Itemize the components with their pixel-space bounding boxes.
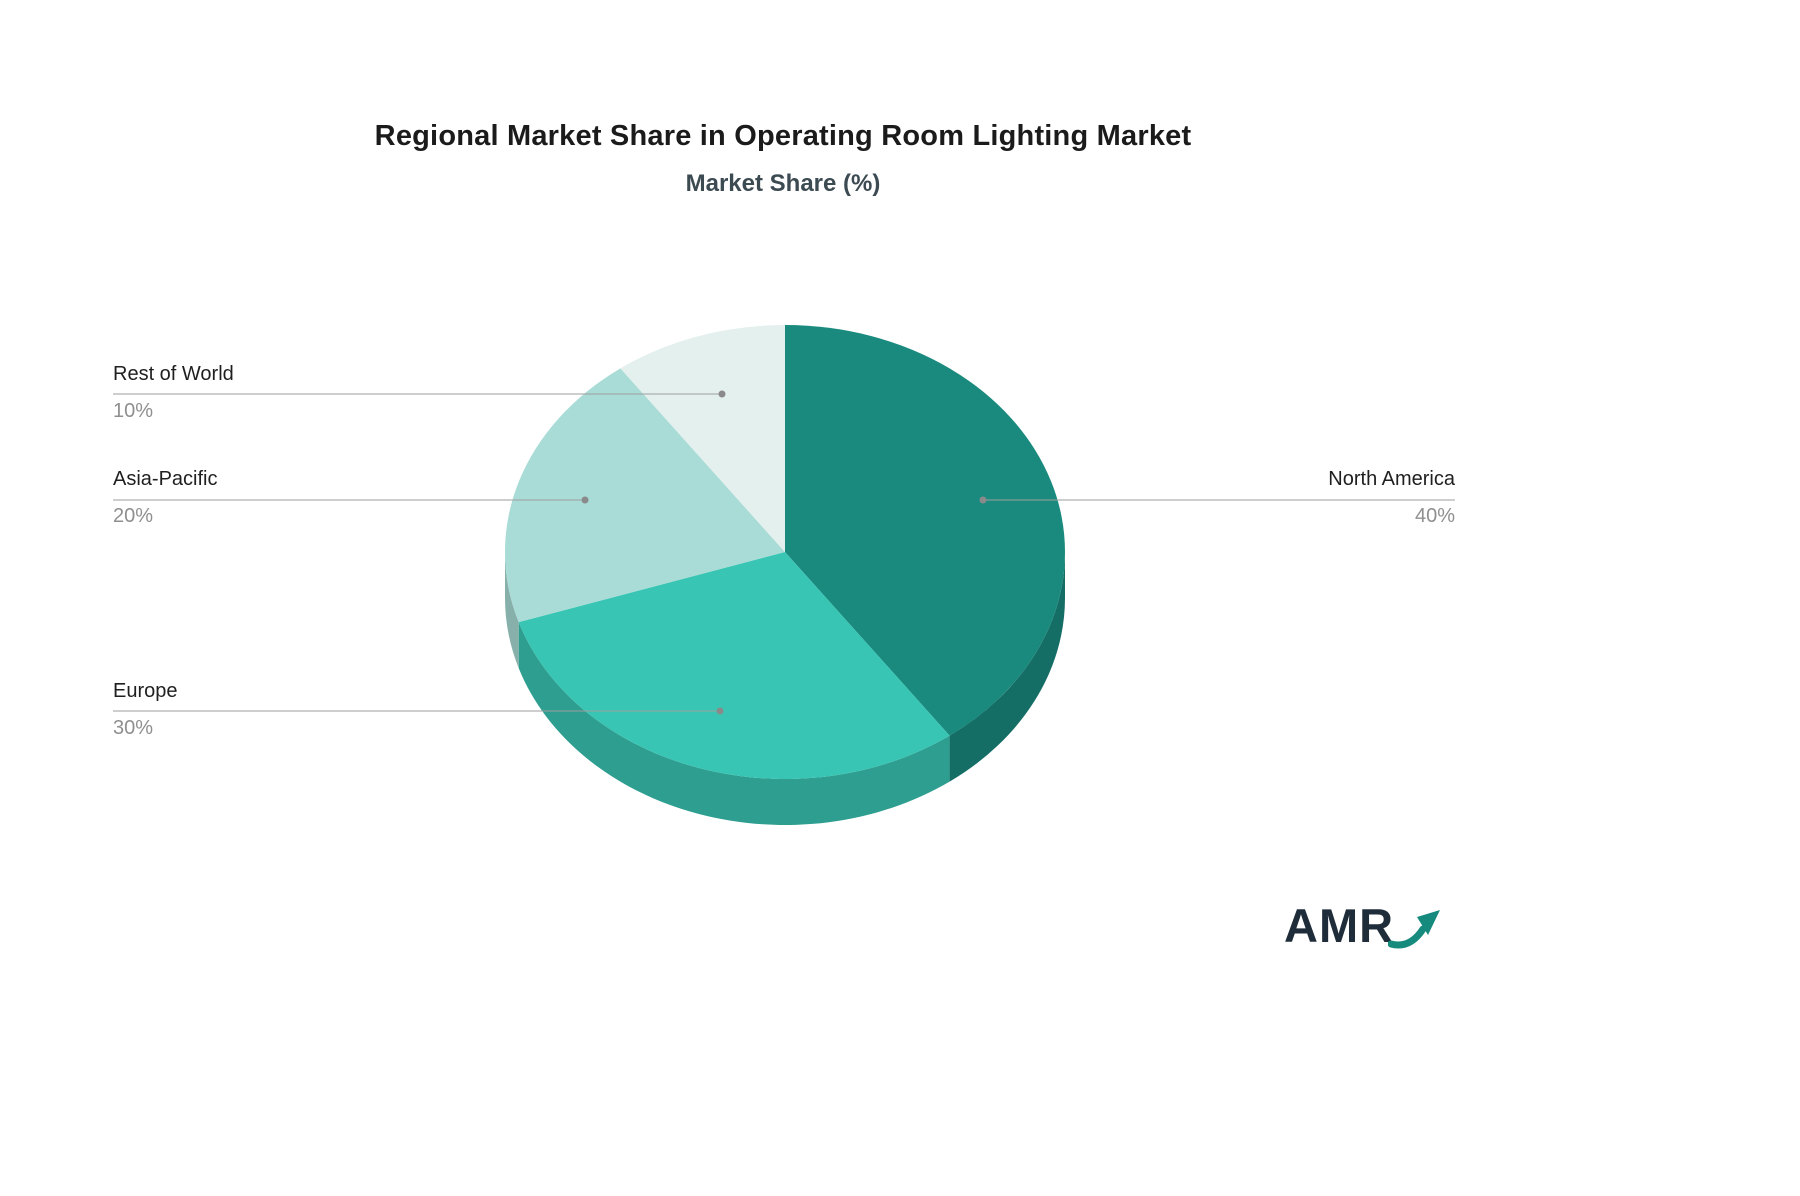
pie-label-value: 10% [113,400,154,422]
pie-label-rest-of-world: Rest of World 10% [113,363,234,423]
callout-dot-north-america [979,496,987,504]
pie-label-name: Europe [113,680,178,702]
pie-slice-rest-of-world[interactable] [620,325,785,552]
callout-dot-asia-pacific [581,496,589,504]
pie-slice-asia-pacific[interactable] [505,368,785,623]
pie-label-value: 40% [1414,505,1455,527]
pie-label-value: 30% [113,717,154,739]
amr-logo: AMR [1284,898,1441,954]
pie-label-asia-pacific: Asia-Pacific 20% [113,468,217,528]
chart-subtitle: Market Share (%) [685,170,881,197]
pie-slice-side-asia-pacific [505,552,519,669]
pie-slice-side-europe [518,622,950,825]
pie-label-value: 20% [113,505,154,527]
pie-label-name: North America [1328,468,1455,490]
pie-label-name: Rest of World [113,363,234,385]
pie-label-name: Asia-Pacific [113,468,218,490]
chart-title: Regional Market Share in Operating Room … [374,120,1192,152]
pie-slice-europe[interactable] [518,552,950,780]
pie-slice-north-america[interactable] [785,325,1065,736]
trend-up-arrow-icon [1388,910,1441,949]
pie-label-north-america: North America 40% [1328,468,1455,528]
pie-label-europe: Europe 30% [113,680,178,740]
callout-dot-rest-of-world [718,390,726,398]
callout-dot-europe [716,707,724,715]
amr-logo-text: AMR [1284,899,1395,952]
pie-slice-side-north-america [949,552,1065,782]
